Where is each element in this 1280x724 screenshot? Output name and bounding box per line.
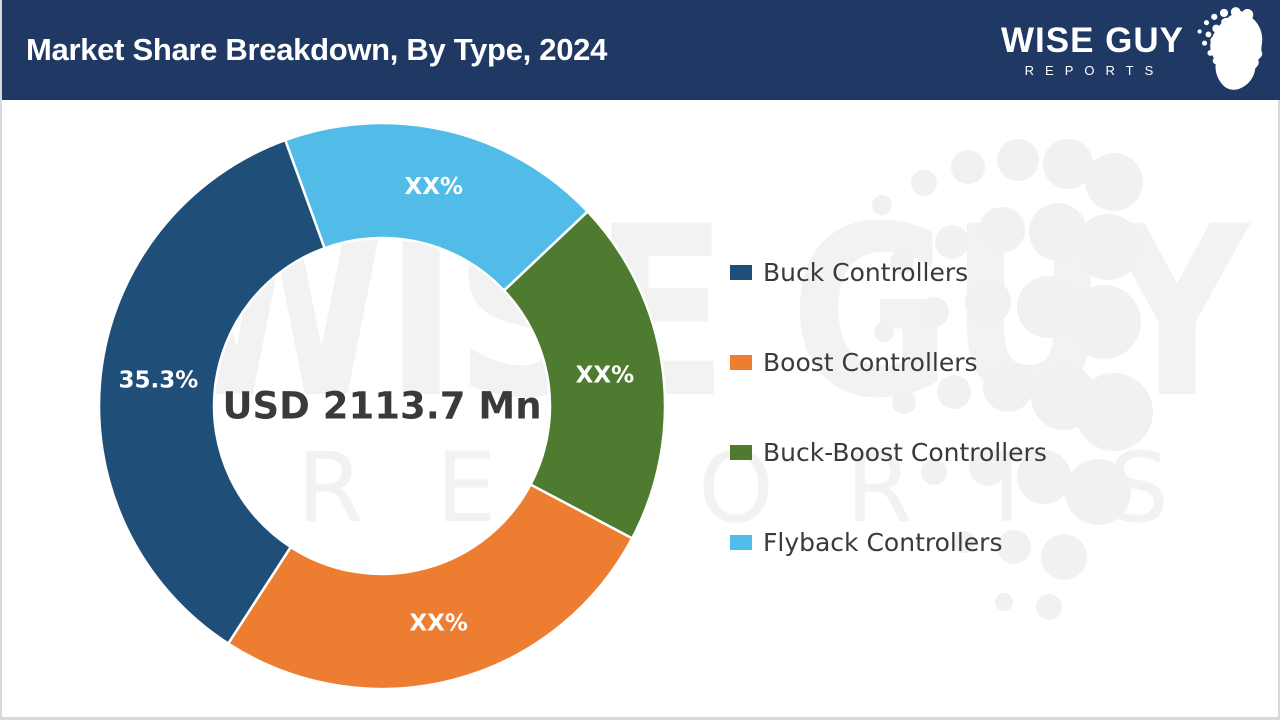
legend-swatch	[730, 264, 752, 280]
watermark-dot	[872, 195, 892, 215]
donut-segment-buck-controllers	[97, 138, 326, 645]
legend-label: Flyback Controllers	[763, 527, 1003, 557]
legend-swatch	[730, 444, 752, 460]
segment-value-label: XX%	[576, 363, 635, 389]
watermark-dot	[1067, 285, 1141, 359]
legend-item: Boost Controllers	[730, 345, 1047, 379]
watermark-dot	[997, 139, 1039, 181]
wiseguy-logo-brand: WISE GUY	[1000, 21, 1184, 60]
wiseguy-face-icon	[1197, 7, 1263, 90]
legend-swatch	[730, 534, 752, 550]
watermark-dot	[1075, 373, 1153, 451]
watermark-dot	[1075, 214, 1141, 280]
wiseguy-logo-text: WISE GUY REPORTS	[1001, 23, 1184, 77]
legend-item: Flyback Controllers	[730, 525, 1047, 559]
donut-chart: XX% XX% XX% 35.3% USD 2113.7 Mn	[2, 100, 762, 720]
wiseguy-logo: WISE GUY REPORTS	[1001, 7, 1264, 93]
donut-segment-flyback-controllers	[283, 121, 589, 292]
watermark-dot	[935, 225, 969, 259]
watermark-dot	[1041, 534, 1087, 580]
watermark-dot	[951, 150, 985, 184]
segment-value-label: 35.3%	[119, 368, 199, 394]
watermark-dot	[1065, 459, 1131, 525]
legend-label: Boost Controllers	[763, 347, 978, 377]
watermark-dot	[1085, 153, 1143, 211]
legend-label: Buck-Boost Controllers	[763, 437, 1047, 467]
legend-label: Buck Controllers	[763, 257, 969, 287]
legend-swatch	[730, 354, 752, 370]
watermark-dot	[1029, 203, 1087, 261]
watermark-dot	[911, 170, 937, 196]
watermark-dot	[1043, 139, 1093, 189]
segment-value-label: XX%	[405, 174, 464, 200]
legend-item: Buck-Boost Controllers	[730, 435, 1047, 469]
chart-center-value: USD 2113.7 Mn	[222, 385, 541, 428]
watermark-dot	[979, 207, 1025, 253]
chart-legend: Buck Controllers Boost Controllers Buck-…	[730, 255, 1047, 615]
wiseguy-logo-sub: REPORTS	[1024, 63, 1165, 78]
header-bar: Market Share Breakdown, By Type, 2024 WI…	[2, 0, 1280, 100]
segment-value-label: XX%	[409, 611, 468, 637]
legend-item: Buck Controllers	[730, 255, 1047, 289]
donut-segment-boost-controllers	[226, 483, 634, 691]
donut-segment-buck-boost-controllers	[502, 210, 667, 540]
chart-title: Market Share Breakdown, By Type, 2024	[26, 32, 608, 67]
